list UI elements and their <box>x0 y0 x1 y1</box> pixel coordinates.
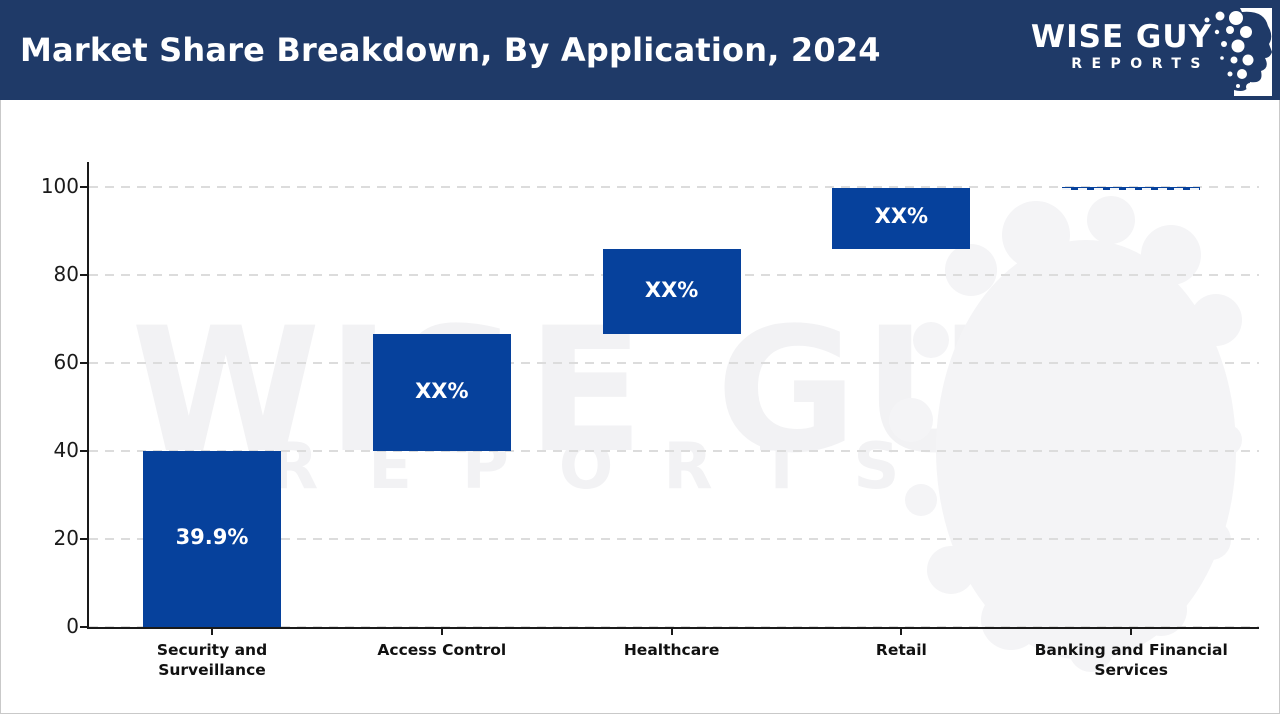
y-tick-mark-60 <box>80 362 88 364</box>
watermark-text-2: REPORTS <box>269 430 950 504</box>
chart-canvas: WISE GUY REPORTS 0 20 40 60 80 100 39.9% Securi… <box>0 100 1280 714</box>
wise-guy-logo: WISE GUY REPORTS <box>1022 6 1274 96</box>
gridline-60 <box>89 362 1259 364</box>
x-tick-mark-access-control <box>440 628 443 635</box>
bar-value-label-security-and-surveillance: 39.9% <box>175 525 249 550</box>
x-axis-label-security-and-surveillance: Security and Surveillance <box>156 641 268 679</box>
x-tick-mark-healthcare <box>670 628 673 635</box>
logo-face-icon <box>1204 8 1272 96</box>
logo-subtitle: REPORTS <box>1071 56 1210 72</box>
page-title: Market Share Breakdown, By Application, … <box>20 31 881 69</box>
x-axis-label-access-control: Access Control <box>377 641 507 659</box>
y-tick-label-100: 100 <box>40 174 79 198</box>
bar-security-and-surveillance <box>143 451 281 627</box>
header-bar: Market Share Breakdown, By Application, … <box>0 0 1280 100</box>
y-tick-mark-100 <box>80 186 88 188</box>
bar-healthcare <box>602 248 741 335</box>
bar-value-label-healthcare: XX% <box>644 277 699 302</box>
gridline-20 <box>89 538 1259 540</box>
logo-wordmark: WISE GUY <box>1030 19 1212 55</box>
bar-retail <box>832 188 971 249</box>
bar-value-label-retail: XX% <box>874 204 929 229</box>
x-tick-mark-banking-and-financial-services <box>1130 628 1133 635</box>
x-tick-mark-retail <box>900 628 903 635</box>
y-tick-label-0: 0 <box>66 614 79 638</box>
y-tick-label-60: 60 <box>53 350 79 374</box>
x-axis-label-retail: Retail <box>875 641 927 659</box>
bar-access-control <box>372 334 511 452</box>
y-tick-mark-20 <box>80 538 88 540</box>
y-tick-label-40: 40 <box>53 438 79 462</box>
y-tick-mark-0 <box>80 626 88 628</box>
logo-text: WISE GUY REPORTS <box>1022 20 1212 74</box>
bar-value-label-access-control: XX% <box>415 378 469 403</box>
y-tick-mark-80 <box>80 274 88 276</box>
x-axis-label-banking-and-financial-services: Banking and Financial Services <box>1034 641 1228 679</box>
x-axis-spine <box>87 627 1259 629</box>
x-axis-label-healthcare: Healthcare <box>623 641 720 659</box>
gridline-40 <box>89 450 1259 452</box>
y-tick-mark-40 <box>80 450 88 452</box>
y-axis-spine <box>87 162 89 629</box>
bar-topdash-banking-and-financial-services <box>1062 188 1201 190</box>
x-tick-mark-security-and-surveillance <box>211 628 213 635</box>
y-tick-label-80: 80 <box>53 262 79 286</box>
gridline-100 <box>89 186 1259 188</box>
y-tick-label-20: 20 <box>53 526 79 550</box>
